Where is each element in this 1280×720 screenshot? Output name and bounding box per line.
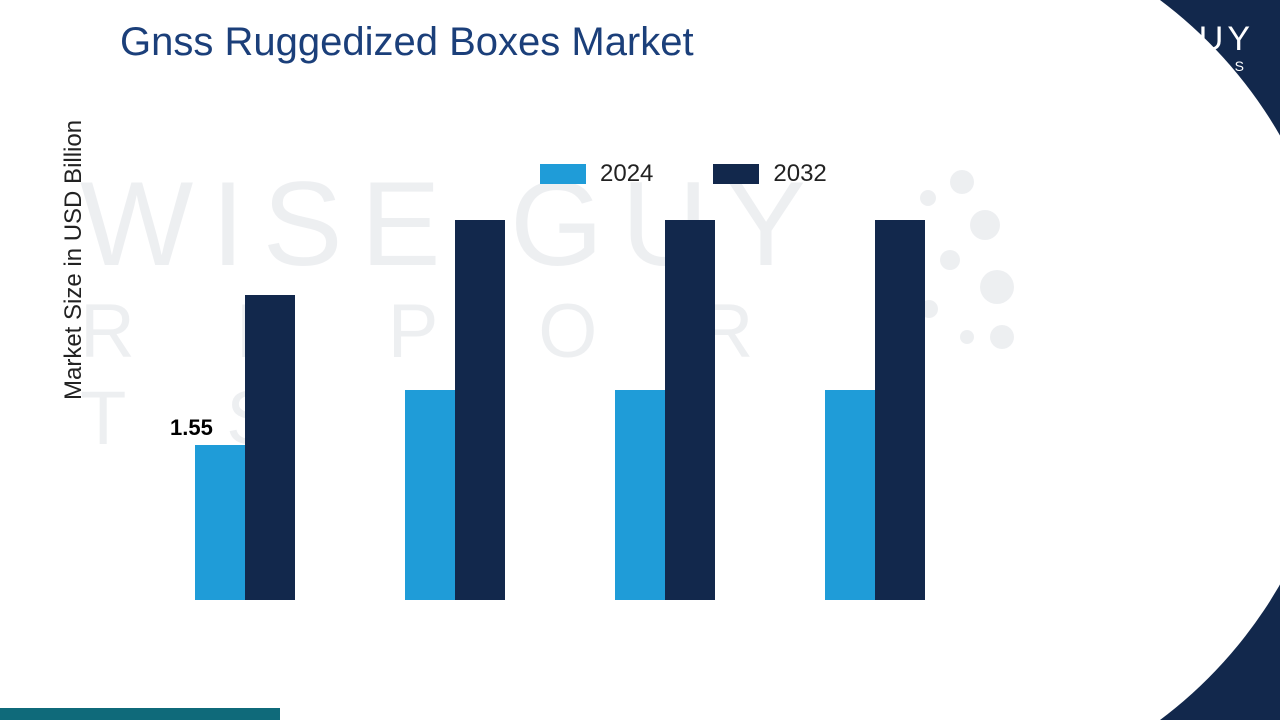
- bar-series-b: [245, 295, 295, 600]
- legend-swatch-2024: [540, 164, 586, 184]
- stage: WISEGUY REPORTS WISE GUY R E P O R T S G…: [0, 0, 1280, 720]
- legend-swatch-2032: [713, 164, 759, 184]
- brand-word-wise: WISE: [1065, 20, 1168, 58]
- brand-head-icon: [980, 20, 1050, 110]
- brand-line-2: REPORTS: [1065, 58, 1254, 74]
- brand-line-1: WISEGUY: [1065, 22, 1254, 56]
- y-axis-label: Market Size in USD Billion: [60, 120, 88, 400]
- brand-word-guy: GUY: [1168, 20, 1254, 58]
- chart-area: Market Size in USD Billion 1.55transport…: [100, 200, 970, 600]
- bar-series-a: [825, 390, 875, 600]
- bar-value-label: 1.55: [170, 415, 213, 441]
- legend-label-2024: 2024: [600, 160, 653, 188]
- bar-pair: [590, 200, 740, 600]
- legend-label-2032: 2032: [773, 160, 826, 188]
- bar-series-b: [665, 220, 715, 600]
- legend-item-2032: 2032: [713, 160, 826, 188]
- brand-logo: WISEGUY REPORTS: [1065, 22, 1254, 74]
- bar-series-b: [875, 220, 925, 600]
- bar-series-b: [455, 220, 505, 600]
- bar-pair: [380, 200, 530, 600]
- legend: 2024 2032: [540, 160, 827, 188]
- bar-pair: [170, 200, 320, 600]
- bar-series-a: [615, 390, 665, 600]
- bar-series-a: [195, 445, 245, 600]
- chart-title: Gnss Ruggedized Boxes Market: [120, 20, 694, 65]
- bar-series-a: [405, 390, 455, 600]
- bottom-accent-bar: [0, 708, 280, 720]
- bar-pair: [800, 200, 950, 600]
- legend-item-2024: 2024: [540, 160, 653, 188]
- plot-area: 1.55transportationandlogisticsagricultur…: [160, 200, 970, 600]
